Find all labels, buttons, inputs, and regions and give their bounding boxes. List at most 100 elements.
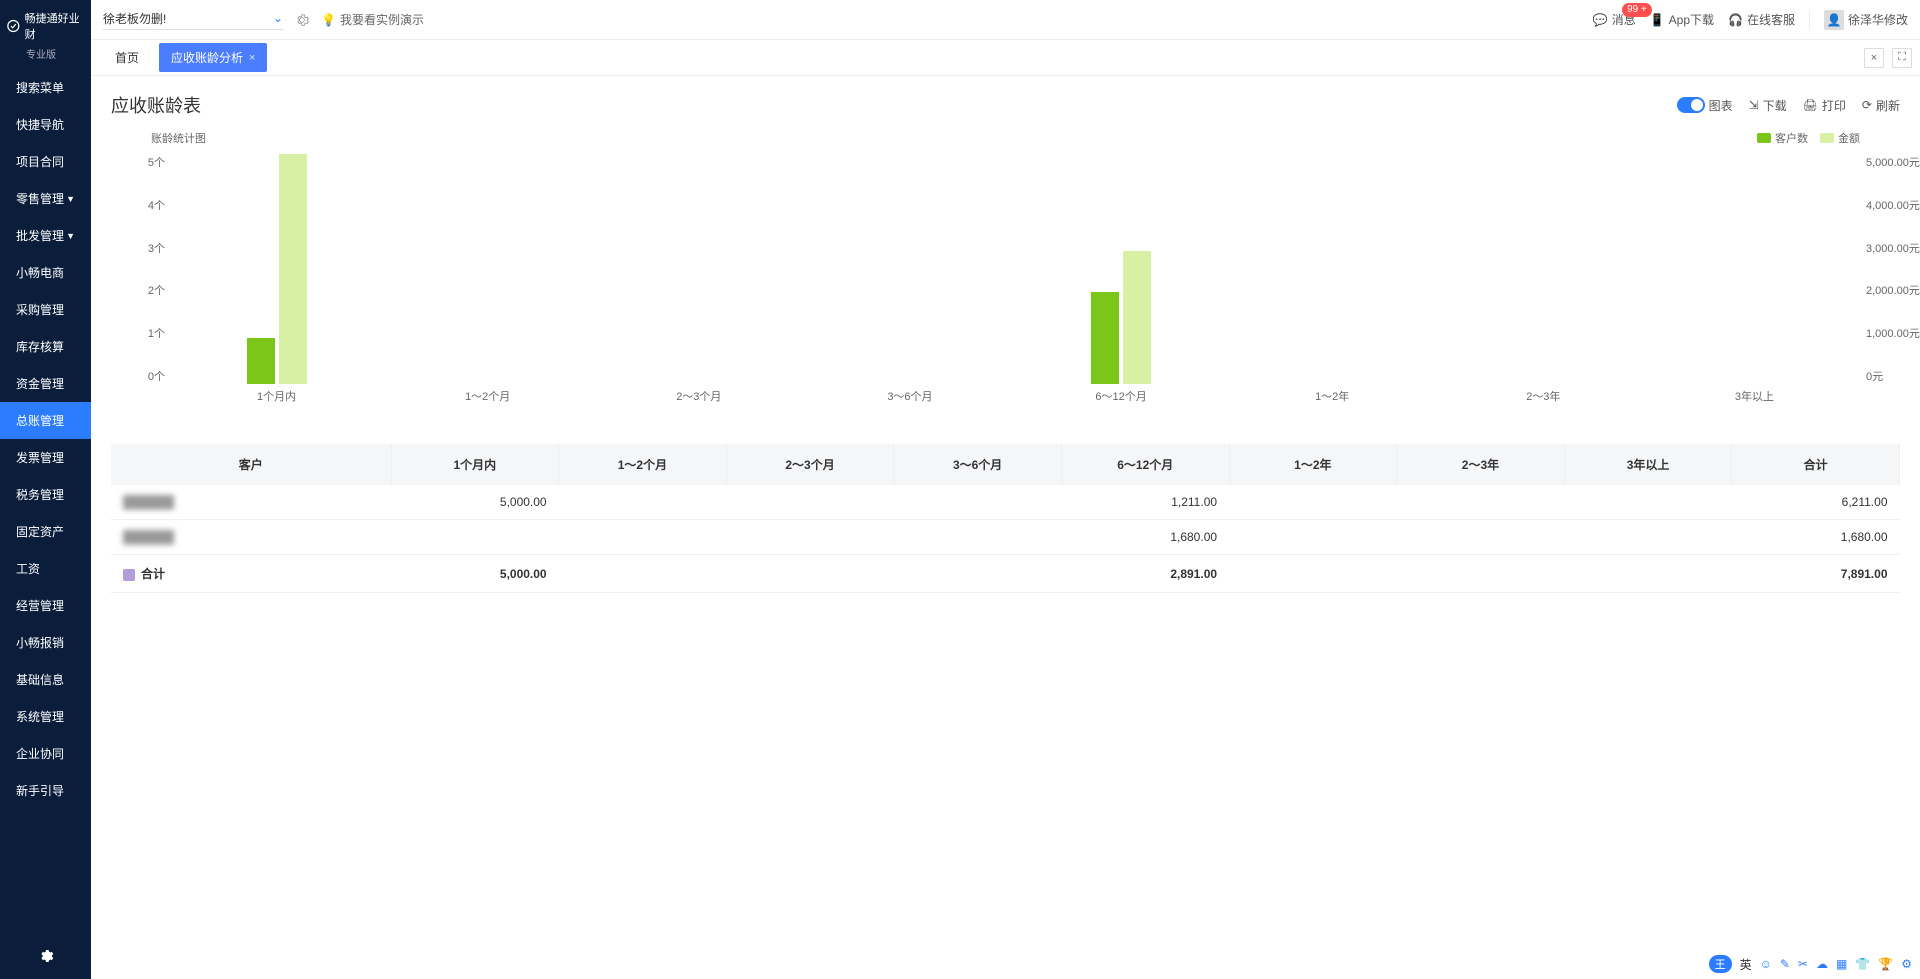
chart-category xyxy=(382,154,593,384)
table-cell xyxy=(894,520,1062,555)
chart-section: 账龄统计图 客户数 金额 5个4个3个2个1个0个 5,000.00元4,000… xyxy=(111,130,1900,404)
sum-icon xyxy=(123,569,135,581)
bar-amount xyxy=(1123,251,1151,384)
table-cell: 2,891.00 xyxy=(1061,555,1229,593)
sidebar-item[interactable]: 税务管理 xyxy=(0,476,91,513)
chart-title: 账龄统计图 xyxy=(151,130,206,146)
page-header: 应收账龄表 图表 ⇲ 下载 🖨 打印 ⟳ xyxy=(111,92,1900,118)
sidebar-item-label: 企业协同 xyxy=(16,745,64,762)
sidebar: 畅捷通好业财 专业版 搜索菜单快捷导航项目合同零售管理▼批发管理▼小畅电商采购管… xyxy=(0,0,91,979)
sidebar-item[interactable]: 新手引导 xyxy=(0,772,91,809)
sidebar-item[interactable]: 固定资产 xyxy=(0,513,91,550)
service-label: 在线客服 xyxy=(1747,11,1795,28)
chart-plot: 5个4个3个2个1个0个 5,000.00元4,000.00元3,000.00元… xyxy=(171,154,1860,404)
chart-legend: 客户数 金额 xyxy=(1757,130,1860,146)
tab-active-label: 应收账龄分析 xyxy=(171,49,243,66)
table-cell xyxy=(391,520,559,555)
table-column-header: 6～12个月 xyxy=(1061,444,1229,485)
fullscreen-button[interactable]: ⛶ xyxy=(1892,48,1912,68)
demo-label: 我要看实例演示 xyxy=(340,11,424,28)
refresh-button[interactable]: ⟳ 刷新 xyxy=(1862,97,1900,114)
gear-icon[interactable] xyxy=(295,13,309,27)
tab-aging-analysis[interactable]: 应收账龄分析 × xyxy=(159,43,267,72)
dock-icon-1[interactable]: ☺ xyxy=(1760,957,1772,971)
tabs-controls: × ⛶ xyxy=(1864,48,1912,68)
message-badge: 99 + xyxy=(1622,3,1652,17)
page-actions: 图表 ⇲ 下载 🖨 打印 ⟳ 刷新 xyxy=(1677,97,1900,114)
chart-header: 账龄统计图 客户数 金额 xyxy=(111,130,1900,146)
settings-icon[interactable] xyxy=(38,948,54,964)
sidebar-item-label: 批发管理 xyxy=(16,227,64,244)
sidebar-item[interactable]: 零售管理▼ xyxy=(0,180,91,217)
online-service-button[interactable]: 🎧 在线客服 xyxy=(1728,11,1795,28)
table-cell: 1,680.00 xyxy=(1732,520,1900,555)
sidebar-item[interactable]: 基础信息 xyxy=(0,661,91,698)
y-tick-left: 5个 xyxy=(121,154,165,170)
dock-icon-2[interactable]: ✎ xyxy=(1780,957,1790,971)
main-area: 徐老板勿删! ⌄ 💡 我要看实例演示 💬 消息 99 + 📱 App下载 xyxy=(91,0,1920,979)
print-button[interactable]: 🖨 打印 xyxy=(1803,97,1846,114)
download-button[interactable]: ⇲ 下载 xyxy=(1749,97,1787,114)
user-menu[interactable]: 👤 徐泽华修改 xyxy=(1824,10,1908,30)
dock-icon-6[interactable]: 👕 xyxy=(1855,957,1870,971)
customer-cell: ██████ xyxy=(111,520,391,555)
org-name: 徐老板勿删! xyxy=(103,10,166,27)
sidebar-item-label: 小畅电商 xyxy=(16,264,64,281)
x-axis-labels: 1个月内1～2个月2～3个月3～6个月6～12个月1～2年2～3年3年以上 xyxy=(171,388,1860,404)
org-selector[interactable]: 徐老板勿删! ⌄ xyxy=(103,10,283,30)
toggle-switch[interactable] xyxy=(1677,97,1705,113)
dock-icon-8[interactable]: ⚙ xyxy=(1901,957,1912,971)
y-tick-right: 5,000.00元 xyxy=(1866,154,1920,170)
plot-area xyxy=(171,154,1860,384)
sidebar-item[interactable]: 企业协同 xyxy=(0,735,91,772)
customer-cell: ██████ xyxy=(111,485,391,520)
sidebar-item[interactable]: 总账管理 xyxy=(0,402,91,439)
table-cell xyxy=(894,485,1062,520)
sidebar-item[interactable]: 小畅电商 xyxy=(0,254,91,291)
legend-amount-label: 金额 xyxy=(1838,130,1860,146)
sidebar-item-label: 资金管理 xyxy=(16,375,64,392)
chart-toggle[interactable]: 图表 xyxy=(1677,97,1733,114)
sidebar-item[interactable]: 小畅报销 xyxy=(0,624,91,661)
table-header-row: 客户1个月内1～2个月2～3个月3～6个月6～12个月1～2年2～3年3年以上合… xyxy=(111,444,1900,485)
sidebar-item[interactable]: 库存核算 xyxy=(0,328,91,365)
dock-app-icon[interactable]: 王 xyxy=(1709,955,1732,973)
dock-icon-3[interactable]: ✂ xyxy=(1798,957,1808,971)
sidebar-item[interactable]: 批发管理▼ xyxy=(0,217,91,254)
close-icon[interactable]: × xyxy=(249,52,255,64)
close-all-button[interactable]: × xyxy=(1864,48,1884,68)
dock-icon-4[interactable]: ☁ xyxy=(1816,957,1828,971)
table-cell: 1,211.00 xyxy=(1061,485,1229,520)
sidebar-item[interactable]: 系统管理 xyxy=(0,698,91,735)
brand-icon xyxy=(6,18,21,34)
dock-icon-5[interactable]: ▦ xyxy=(1836,957,1847,971)
x-axis-label: 3年以上 xyxy=(1649,388,1860,404)
ime-indicator[interactable]: 英 xyxy=(1740,956,1752,973)
chart-category xyxy=(171,154,382,384)
sidebar-item[interactable]: 发票管理 xyxy=(0,439,91,476)
x-axis-label: 1个月内 xyxy=(171,388,382,404)
topbar-right: 💬 消息 99 + 📱 App下载 🎧 在线客服 👤 徐泽华修改 xyxy=(1593,10,1908,30)
sidebar-item[interactable]: 采购管理 xyxy=(0,291,91,328)
sidebar-item[interactable]: 经营管理 xyxy=(0,587,91,624)
sidebar-item[interactable]: 工资 xyxy=(0,550,91,587)
chart-category xyxy=(804,154,1015,384)
y-tick-right: 3,000.00元 xyxy=(1866,240,1920,256)
dock-icon-7[interactable]: 🏆 xyxy=(1878,957,1893,971)
tab-home[interactable]: 首页 xyxy=(103,43,151,72)
brand-edition: 专业版 xyxy=(0,46,91,61)
table-body: ██████5,000.001,211.006,211.00██████1,68… xyxy=(111,485,1900,593)
sidebar-item[interactable]: 搜索菜单 xyxy=(0,69,91,106)
chart-category xyxy=(1649,154,1860,384)
sidebar-item[interactable]: 资金管理 xyxy=(0,365,91,402)
headset-icon: 🎧 xyxy=(1728,13,1743,27)
demo-link[interactable]: 💡 我要看实例演示 xyxy=(321,11,424,28)
sidebar-item[interactable]: 项目合同 xyxy=(0,143,91,180)
chart-category xyxy=(1438,154,1649,384)
table-column-header: 1～2年 xyxy=(1229,444,1397,485)
table-column-header: 合计 xyxy=(1732,444,1900,485)
messages-button[interactable]: 💬 消息 99 + xyxy=(1593,11,1636,28)
app-download-button[interactable]: 📱 App下载 xyxy=(1650,11,1714,28)
sidebar-item[interactable]: 快捷导航 xyxy=(0,106,91,143)
tabs-bar: 首页 应收账龄分析 × × ⛶ xyxy=(91,40,1920,76)
